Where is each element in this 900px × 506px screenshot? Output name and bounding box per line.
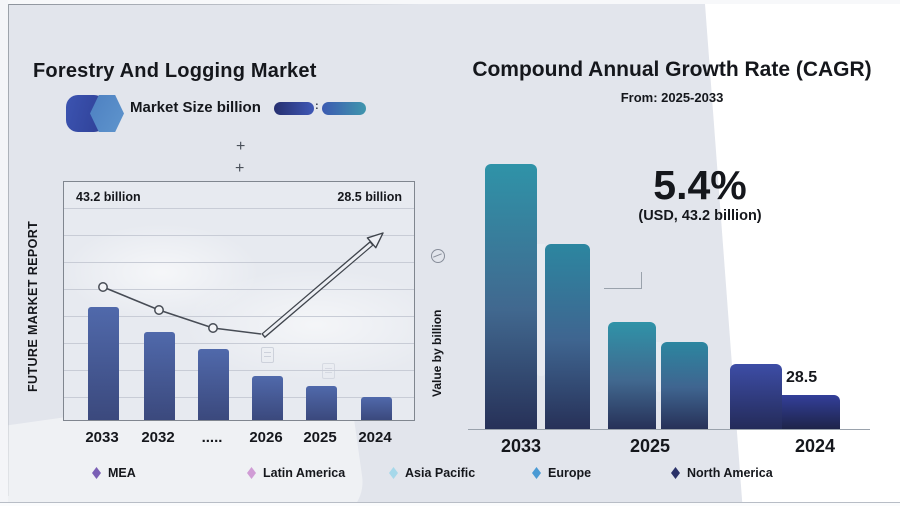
bar-gap-notch [537, 244, 545, 376]
diamond-marker-icon [247, 467, 256, 479]
legend-label: Latin America [263, 466, 346, 480]
cagr-bar-secondary-2033 [545, 244, 590, 429]
left-x-label-2032: 2032 [141, 429, 175, 446]
document-ghost-icon [322, 363, 335, 379]
value-label-28-5: 28.5 [786, 369, 818, 386]
market-size-bar-2025 [305, 386, 337, 420]
cagr-detail: (USD, 43.2 billion) [638, 208, 762, 224]
left-chart-watermark: FUTURE MARKET REPORT [26, 220, 40, 392]
market-size-bar-2026 [251, 376, 283, 420]
left-x-label-.....: ..... [201, 429, 223, 446]
left-x-label-2026: 2026 [249, 429, 283, 446]
frame-left-strip [0, 0, 8, 506]
legend-label: MEA [108, 466, 136, 480]
market-size-chart: 43.2 billion 28.5 billion [63, 181, 415, 421]
legend-item-latin-america: Latin America [247, 466, 345, 480]
legend-item-mea: MEA [92, 466, 136, 480]
document-ghost-icon [261, 347, 274, 363]
market-size-bar-2024 [360, 397, 392, 420]
legend-label: Europe [548, 466, 592, 480]
plus-deco-icon: + [236, 138, 246, 155]
cagr-bar-primary-2024 [730, 364, 782, 429]
left-chart-title: Forestry And Logging Market [33, 60, 317, 82]
arrow-head-icon [366, 232, 384, 249]
left-x-label-2033: 2033 [85, 429, 119, 446]
annotation-start-value: 43.2 billion [76, 190, 141, 204]
frame-left-line [8, 4, 9, 496]
legend-label: Asia Pacific [405, 466, 476, 480]
cagr-bar-primary-2025 [608, 322, 656, 429]
diamond-marker-icon [532, 467, 541, 479]
bar-gap-notch [656, 342, 661, 392]
frame-top-line [8, 4, 420, 5]
cagr-bar-secondary-2025 [661, 342, 708, 429]
plus-deco-icon: + [235, 160, 245, 177]
left-x-label-2025: 2025 [303, 429, 337, 446]
market-size-bar-2033 [87, 307, 119, 420]
ratio-pill-teal [322, 102, 366, 115]
market-size-bar-..... [197, 349, 229, 420]
ratio-pill-dark [274, 102, 314, 115]
legend-item-europe: Europe [532, 466, 591, 480]
legend-item-asia-pacific: Asia Pacific [389, 466, 475, 480]
cagr-chart-subtitle: From: 2025-2033 [620, 90, 724, 105]
diamond-marker-icon [92, 467, 101, 479]
frame-top-strip [0, 0, 900, 4]
right-x-label-2025: 2025 [629, 436, 671, 456]
right-chart-y-axis-label: Value by billion [430, 309, 444, 397]
cagr-chart-title: Compound Annual Growth Rate (CAGR) [472, 58, 872, 81]
cagr-bar-primary-2033 [485, 164, 537, 429]
diamond-marker-icon [389, 467, 398, 479]
market-size-legend-label: Market Size billion [130, 99, 261, 116]
diamond-marker-icon [671, 467, 680, 479]
circle-minus-icon [431, 249, 445, 263]
right-chart-baseline [468, 429, 870, 430]
cagr-bar-secondary-2024 [782, 395, 840, 429]
ratio-colon: : [315, 100, 319, 112]
legend-label: North America [687, 466, 773, 480]
frame-bottom-strip [0, 502, 900, 506]
annotation-end-value: 28.5 billion [337, 190, 402, 204]
report-logo [66, 95, 124, 132]
left-x-label-2024: 2024 [358, 429, 392, 446]
trend-line-layer [98, 232, 384, 339]
right-x-label-2024: 2024 [794, 436, 836, 456]
corner-bracket-deco [604, 272, 642, 289]
cagr-value: 5.4% [653, 162, 747, 208]
market-size-bar-2032 [143, 332, 175, 420]
legend-item-north-america: North America [671, 466, 773, 480]
right-x-label-2033: 2033 [500, 436, 542, 456]
